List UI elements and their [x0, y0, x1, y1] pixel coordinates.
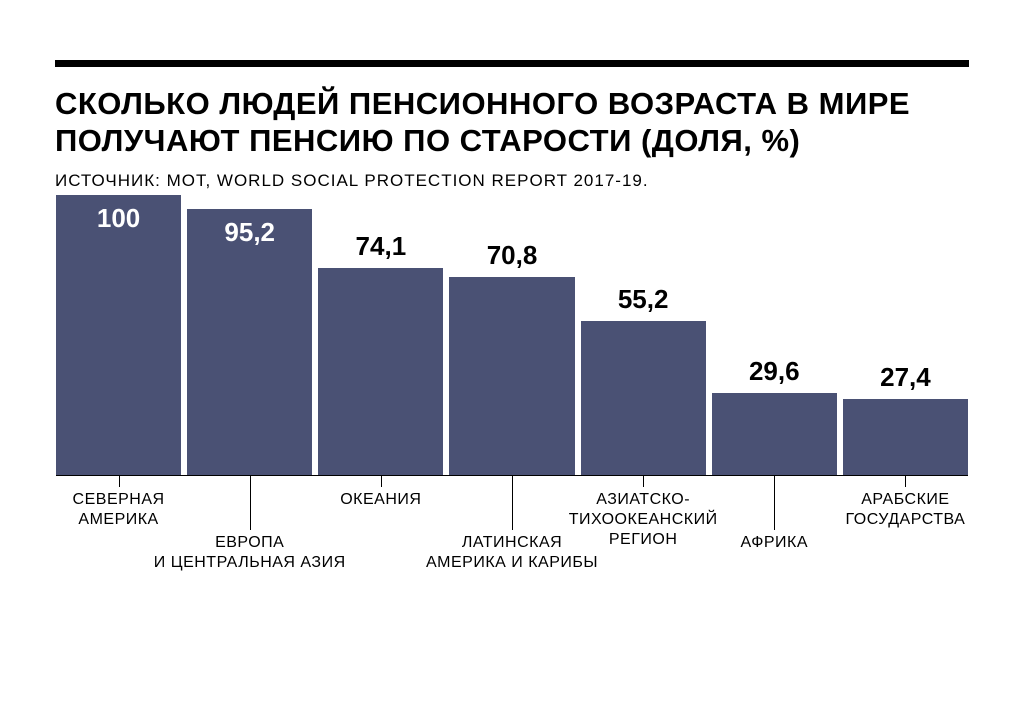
category-label: АЗИАТСКО- ТИХООКЕАНСКИЙ РЕГИОН — [569, 490, 718, 550]
axis-tick — [774, 475, 775, 530]
title-line-2: ПОЛУЧАЮТ ПЕНСИЮ ПО СТАРОСТИ (ДОЛЯ, %) — [55, 123, 800, 158]
bar: 95,2 — [187, 209, 312, 476]
bar-slot: 74,1 — [318, 195, 443, 475]
x-axis: СЕВЕРНАЯ АМЕРИКАЕВРОПА И ЦЕНТРАЛЬНАЯ АЗИ… — [55, 475, 969, 625]
axis-tick — [250, 475, 251, 530]
title-line-1: СКОЛЬКО ЛЮДЕЙ ПЕНСИОННОГО ВОЗРАСТА В МИР… — [55, 86, 910, 121]
bar-value: 29,6 — [712, 356, 837, 393]
bar-chart: 10095,274,170,855,229,627,4 СЕВЕРНАЯ АМЕ… — [55, 195, 969, 625]
category-label: ЕВРОПА И ЦЕНТРАЛЬНАЯ АЗИЯ — [154, 533, 346, 573]
bar-value: 55,2 — [581, 284, 706, 321]
bar-slot: 95,2 — [187, 195, 312, 475]
bar-value: 70,8 — [449, 240, 574, 277]
chart-source: ИСТОЧНИК: МОТ, WORLD SOCIAL PROTECTION R… — [55, 171, 969, 191]
category-label: АФРИКА — [741, 533, 808, 553]
bar-slot: 27,4 — [843, 195, 968, 475]
axis-tick — [381, 475, 382, 487]
bar-value: 74,1 — [318, 231, 443, 268]
axis-tick — [119, 475, 120, 487]
axis-tick — [643, 475, 644, 487]
axis-tick — [512, 475, 513, 530]
bar-slot: 100 — [56, 195, 181, 475]
bar-value: 95,2 — [187, 217, 312, 248]
bars-row: 10095,274,170,855,229,627,4 — [56, 195, 968, 476]
bar-slot: 55,2 — [581, 195, 706, 475]
top-rule — [55, 60, 969, 67]
infographic: СКОЛЬКО ЛЮДЕЙ ПЕНСИОННОГО ВОЗРАСТА В МИР… — [0, 0, 1024, 717]
bar-value: 27,4 — [843, 362, 968, 399]
bar-slot: 29,6 — [712, 195, 837, 475]
category-label: АРАБСКИЕ ГОСУДАРСТВА — [846, 490, 966, 530]
axis-tick — [905, 475, 906, 487]
bar-slot: 70,8 — [449, 195, 574, 475]
bar-value: 100 — [56, 203, 181, 234]
bar: 55,2 — [581, 321, 706, 476]
bar: 100 — [56, 195, 181, 475]
bar: 74,1 — [318, 268, 443, 475]
bar: 29,6 — [712, 393, 837, 476]
bar: 70,8 — [449, 277, 574, 475]
category-label: ОКЕАНИЯ — [340, 490, 421, 510]
category-label: СЕВЕРНАЯ АМЕРИКА — [73, 490, 165, 530]
bar: 27,4 — [843, 399, 968, 476]
chart-title: СКОЛЬКО ЛЮДЕЙ ПЕНСИОННОГО ВОЗРАСТА В МИР… — [55, 85, 969, 159]
